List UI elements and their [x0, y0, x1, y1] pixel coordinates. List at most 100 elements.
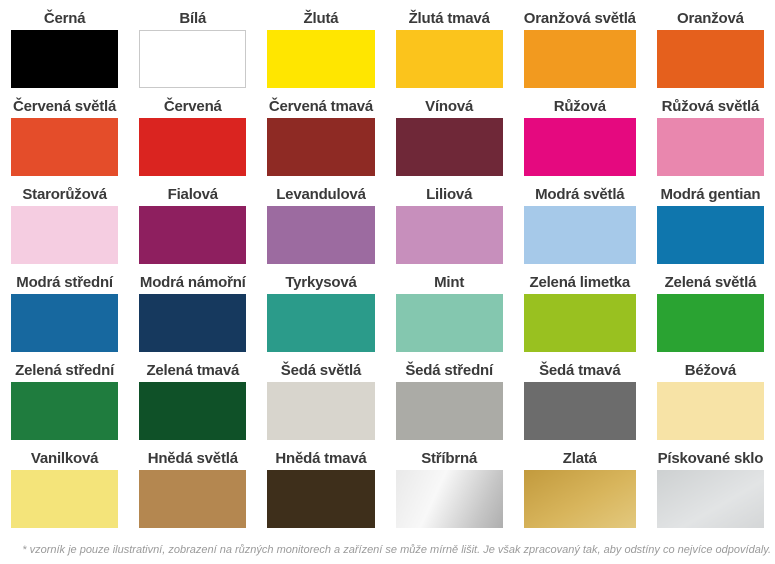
color-swatch: [139, 206, 247, 264]
color-swatch: [267, 118, 375, 176]
swatch-cell: Oranžová: [656, 2, 764, 88]
swatch-label: Stříbrná: [421, 450, 478, 467]
swatch-cell: Šedá světlá: [267, 354, 375, 440]
swatch-cell: Liliová: [395, 178, 503, 264]
swatch-cell: Červená: [139, 90, 247, 176]
swatch-label: Růžová: [553, 98, 606, 115]
color-swatch: [139, 118, 247, 176]
swatch-cell: Zlatá: [523, 442, 636, 528]
color-swatch: [656, 294, 764, 352]
swatch-cell: Modrá námořní: [139, 266, 247, 352]
swatch-label: Liliová: [426, 186, 473, 203]
swatch-cell: Vínová: [395, 90, 503, 176]
swatch-label: Bílá: [179, 10, 207, 27]
swatch-label: Tyrkysová: [285, 274, 357, 291]
color-swatch: [656, 206, 764, 264]
swatch-label: Žlutá: [303, 10, 339, 27]
swatch-label: Růžová světlá: [661, 98, 760, 115]
swatch-cell: Zelená limetka: [523, 266, 636, 352]
swatch-label: Žlutá tmavá: [408, 10, 490, 27]
color-swatch: [395, 470, 503, 528]
swatch-label: Levandulová: [276, 186, 366, 203]
swatch-label: Fialová: [167, 186, 218, 203]
swatch-label: Vínová: [425, 98, 474, 115]
swatch-label: Šedá tmavá: [539, 362, 621, 379]
swatch-cell: Bílá: [139, 2, 247, 88]
color-swatch: [11, 294, 119, 352]
swatch-label: Pískované sklo: [657, 450, 764, 467]
swatch-label: Mint: [434, 274, 465, 291]
swatch-cell: Šedá střední: [395, 354, 503, 440]
swatch-label: Oranžová světlá: [523, 10, 636, 27]
swatch-cell: Levandulová: [267, 178, 375, 264]
color-swatch: [523, 382, 636, 440]
color-swatch: [11, 206, 119, 264]
color-swatch: [395, 294, 503, 352]
swatch-label: Modrá námořní: [139, 274, 246, 291]
swatch-cell: Modrá gentian: [656, 178, 764, 264]
swatch-label: Zelená světlá: [664, 274, 757, 291]
swatch-label: Zelená tmavá: [146, 362, 240, 379]
swatch-label: Modrá gentian: [660, 186, 761, 203]
swatch-cell: Oranžová světlá: [523, 2, 636, 88]
swatch-label: Starorůžová: [22, 186, 107, 203]
swatch-cell: Stříbrná: [395, 442, 503, 528]
swatch-label: Zlatá: [562, 450, 597, 467]
color-swatch: [523, 118, 636, 176]
swatch-cell: Šedá tmavá: [523, 354, 636, 440]
color-swatch: [395, 382, 503, 440]
swatch-cell: Červená světlá: [11, 90, 119, 176]
swatch-cell: Zelená střední: [11, 354, 119, 440]
swatch-cell: Žlutá tmavá: [395, 2, 503, 88]
swatch-label: Červená: [163, 98, 222, 115]
color-swatch: [656, 118, 764, 176]
disclaimer-note: * vzorník je pouze ilustrativní, zobraze…: [22, 544, 771, 556]
color-swatch: [656, 382, 764, 440]
color-swatch: [139, 470, 247, 528]
swatch-label: Modrá střední: [16, 274, 113, 291]
color-swatch: [656, 30, 764, 88]
color-swatch: [139, 30, 247, 88]
swatch-label: Hnědá světlá: [147, 450, 238, 467]
color-swatch: [395, 118, 503, 176]
swatch-cell: Zelená tmavá: [139, 354, 247, 440]
color-swatch: [11, 30, 119, 88]
color-swatch: [11, 382, 119, 440]
swatch-cell: Modrá světlá: [523, 178, 636, 264]
swatch-label: Béžová: [684, 362, 737, 379]
swatch-cell: Hnědá světlá: [139, 442, 247, 528]
swatch-cell: Vanilková: [11, 442, 119, 528]
swatch-cell: Růžová světlá: [656, 90, 764, 176]
color-swatch: [523, 206, 636, 264]
swatch-cell: Mint: [395, 266, 503, 352]
color-swatch: [523, 294, 636, 352]
swatch-cell: Hnědá tmavá: [267, 442, 375, 528]
color-swatch: [267, 382, 375, 440]
color-swatch: [11, 118, 119, 176]
swatch-cell: Růžová: [523, 90, 636, 176]
color-swatch: [395, 206, 503, 264]
swatch-cell: Modrá střední: [11, 266, 119, 352]
color-swatch: [523, 30, 636, 88]
color-swatch: [267, 30, 375, 88]
swatch-cell: Černá: [11, 2, 119, 88]
swatch-label: Modrá světlá: [535, 186, 625, 203]
swatch-cell: Žlutá: [267, 2, 375, 88]
swatch-label: Červená tmavá: [268, 98, 374, 115]
color-swatch: [11, 470, 119, 528]
swatch-cell: Starorůžová: [11, 178, 119, 264]
color-swatch: [395, 30, 503, 88]
swatch-label: Šedá světlá: [280, 362, 362, 379]
color-swatch: [267, 206, 375, 264]
swatch-label: Červená světlá: [13, 98, 117, 115]
swatch-label: Oranžová: [677, 10, 744, 27]
color-swatch: [139, 382, 247, 440]
swatch-label: Černá: [43, 10, 86, 27]
swatch-cell: Tyrkysová: [267, 266, 375, 352]
swatch-cell: Pískované sklo: [656, 442, 764, 528]
swatch-label: Šedá střední: [405, 362, 493, 379]
swatch-cell: Zelená světlá: [656, 266, 764, 352]
swatch-grid: Černá Bílá Žlutá Žlutá tmavá Oranžová sv…: [11, 2, 764, 528]
color-swatch: [523, 470, 636, 528]
color-swatch: [267, 294, 375, 352]
